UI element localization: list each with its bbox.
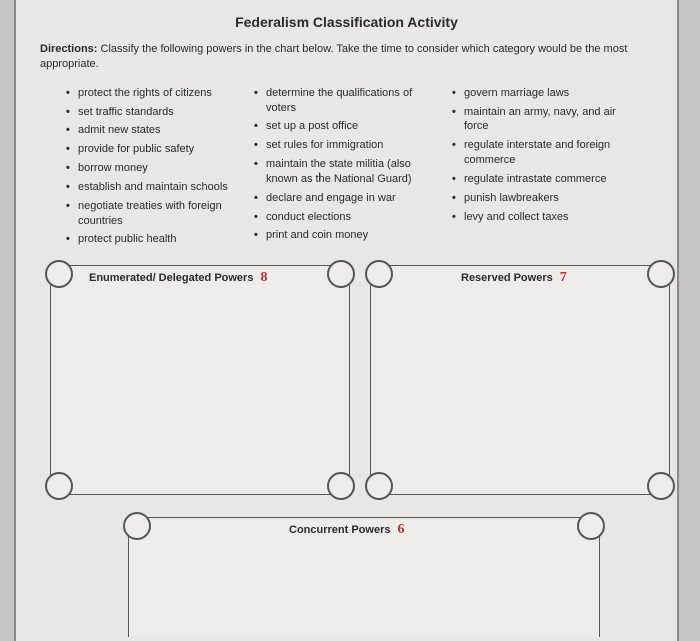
list-item: conduct elections (254, 210, 434, 225)
list-item: borrow money (66, 161, 236, 176)
scroll-curl-icon (327, 472, 355, 500)
scroll-curl-icon (365, 472, 393, 500)
page-title: Federalism Classification Activity (40, 14, 653, 30)
scroll-concurrent-count: 6 (398, 522, 405, 537)
column-1: protect the rights of citizens set traffi… (66, 86, 236, 252)
scroll-curl-icon (365, 260, 393, 288)
directions-text: Classify the following powers in the cha… (40, 43, 627, 70)
list-item: protect the rights of citizens (66, 86, 236, 101)
list-item: protect public health (66, 232, 236, 247)
scroll-enumerated-count: 8 (261, 270, 268, 285)
scroll-curl-icon (647, 472, 675, 500)
column-2: determine the qualifications of voters se… (254, 86, 434, 252)
list-item: maintain an army, navy, and air force (452, 105, 622, 135)
cursor-artifact: I (318, 170, 321, 184)
list-item: establish and maintain schools (66, 180, 236, 195)
scroll-curl-icon (45, 472, 73, 500)
worksheet-page: Federalism Classification Activity Direc… (14, 0, 679, 641)
scroll-curl-icon (123, 512, 151, 540)
list-item: govern marriage laws (452, 86, 622, 101)
scroll-reserved-label: Reserved Powers (461, 272, 553, 284)
scroll-curl-icon (327, 260, 355, 288)
list-item: negotiate treaties with foreign countrie… (66, 199, 236, 229)
list-item: provide for public safety (66, 142, 236, 157)
scroll-concurrent-label: Concurrent Powers (289, 524, 390, 536)
directions: Directions: Classify the following power… (40, 42, 653, 72)
scroll-reserved: Reserved Powers 7 (370, 265, 670, 495)
list-item: set traffic standards (66, 105, 236, 120)
list-item: admit new states (66, 123, 236, 138)
list-item: punish lawbreakers (452, 191, 622, 206)
list-item: regulate interstate and foreign commerce (452, 138, 622, 168)
directions-label: Directions: (40, 43, 97, 55)
list-item: print and coin money (254, 228, 434, 243)
scroll-enumerated: Enumerated/ Delegated Powers 8 (50, 265, 350, 495)
list-item: regulate intrastate commerce (452, 172, 622, 187)
list-item: levy and collect taxes (452, 210, 622, 225)
column-3: govern marriage laws maintain an army, na… (452, 86, 622, 252)
classification-chart: Enumerated/ Delegated Powers 8 Reserved … (40, 265, 653, 625)
scroll-enumerated-label: Enumerated/ Delegated Powers (89, 272, 253, 284)
scroll-curl-icon (45, 260, 73, 288)
list-item: set rules for immigration (254, 138, 434, 153)
list-item: declare and engage in war (254, 191, 434, 206)
powers-columns: protect the rights of citizens set traffi… (66, 86, 653, 252)
list-item: set up a post office (254, 119, 434, 134)
scroll-curl-icon (647, 260, 675, 288)
scroll-reserved-count: 7 (560, 270, 567, 285)
scroll-curl-icon (577, 512, 605, 540)
list-item: maintain the state militia (also known a… (254, 157, 434, 187)
list-item: determine the qualifications of voters (254, 86, 434, 116)
scroll-concurrent: Concurrent Powers 6 (128, 517, 600, 637)
